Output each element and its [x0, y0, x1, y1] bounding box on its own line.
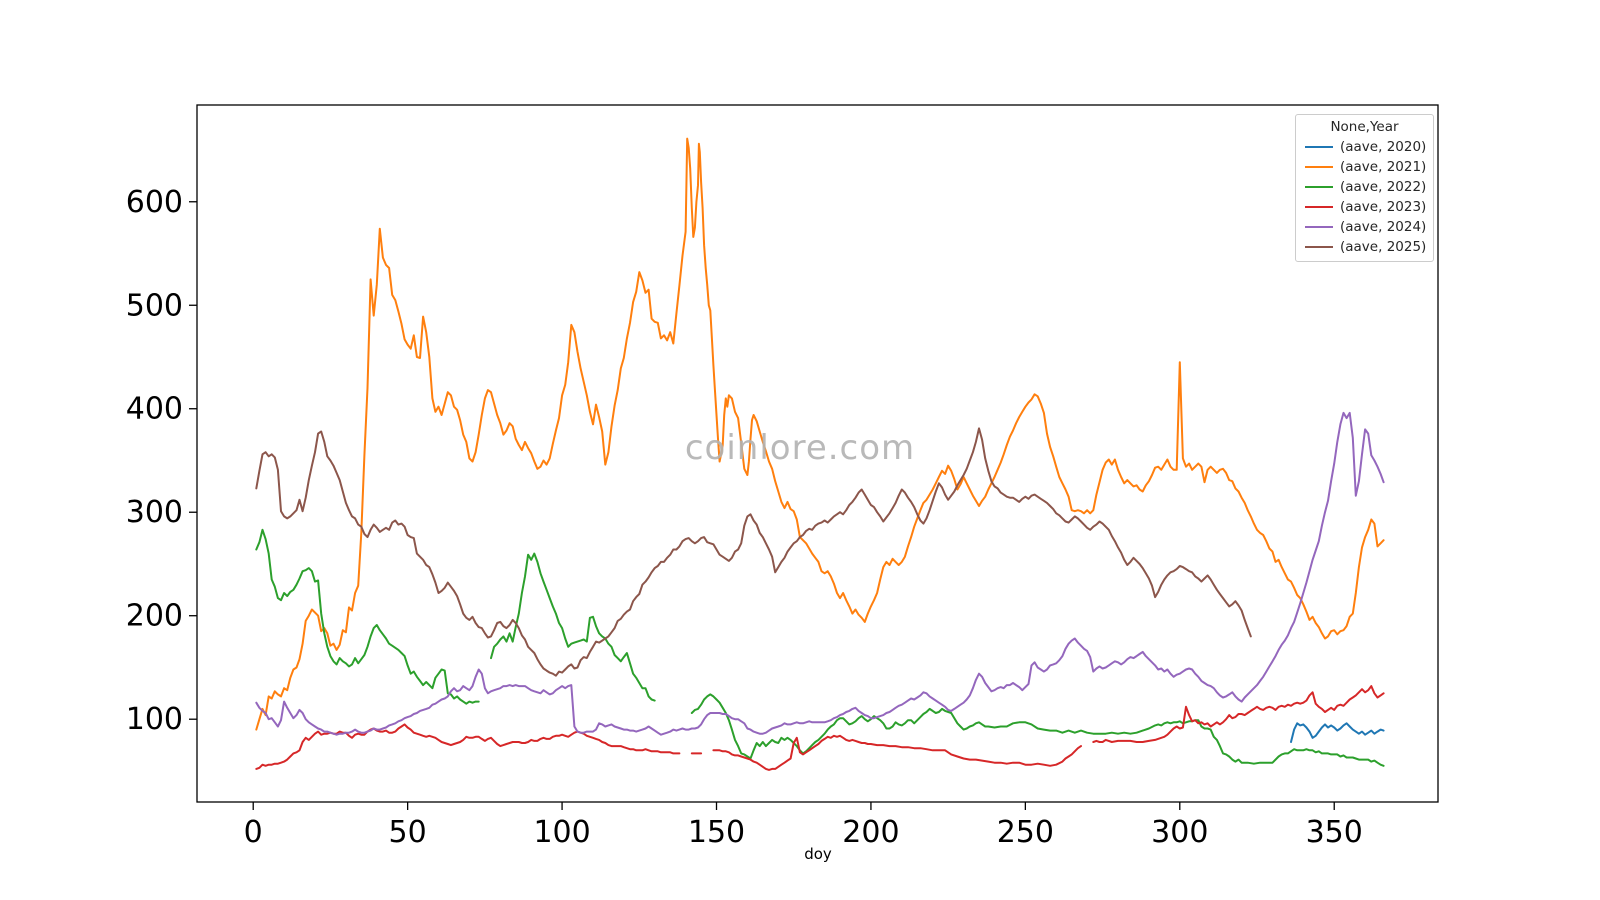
- x-tick-label: 100: [533, 815, 590, 850]
- legend-label-2021: (aave, 2021): [1340, 159, 1427, 175]
- legend-line-swatch-2022: [1305, 186, 1333, 188]
- x-tick-label: 250: [997, 815, 1054, 850]
- x-tick-label: 350: [1306, 815, 1363, 850]
- series-line-2020: [1290, 722, 1385, 743]
- x-tick-label: 300: [1151, 815, 1208, 850]
- watermark: coinlore.com: [684, 428, 916, 468]
- plot-border: [196, 104, 1439, 803]
- legend-line-swatch-2023: [1305, 206, 1333, 208]
- series-line-2024: [255, 411, 1385, 736]
- series-line-2021: [255, 137, 1385, 731]
- legend-label-2025: (aave, 2025): [1340, 239, 1427, 255]
- y-tick-label: 400: [126, 392, 183, 427]
- x-tick-label: 150: [688, 815, 745, 850]
- legend-item-2024: (aave, 2024): [1296, 217, 1433, 237]
- legend-label-2023: (aave, 2023): [1340, 199, 1427, 215]
- series-line-2023: [712, 734, 1082, 771]
- legend-label-2020: (aave, 2020): [1340, 139, 1427, 155]
- series-line-2023: [1092, 685, 1385, 743]
- x-tick-label: 0: [244, 815, 263, 850]
- y-tick-label: 500: [126, 288, 183, 323]
- legend-label-2022: (aave, 2022): [1340, 179, 1427, 195]
- legend-item-2022: (aave, 2022): [1296, 177, 1433, 197]
- legend-item-2021: (aave, 2021): [1296, 157, 1433, 177]
- series-line-2023: [255, 723, 681, 770]
- legend-item-2025: (aave, 2025): [1296, 237, 1433, 257]
- y-tick-label: 100: [126, 702, 183, 737]
- y-tick-label: 600: [126, 185, 183, 220]
- legend-line-swatch-2020: [1305, 146, 1333, 148]
- legend-line-swatch-2021: [1305, 166, 1333, 168]
- legend-item-2023: (aave, 2023): [1296, 197, 1433, 217]
- legend: None,Year (aave, 2020) (aave, 2021) (aave,…: [1295, 114, 1434, 262]
- legend-item-2020: (aave, 2020): [1296, 137, 1433, 157]
- legend-line-swatch-2024: [1305, 226, 1333, 228]
- series-line-2022: [690, 693, 1385, 767]
- legend-title: None,Year: [1330, 119, 1399, 135]
- series-line-2022: [255, 528, 480, 705]
- legend-line-swatch-2025: [1305, 246, 1333, 248]
- y-tick-label: 200: [126, 599, 183, 634]
- legend-label-2024: (aave, 2024): [1340, 219, 1427, 235]
- x-tick-label: 200: [842, 815, 899, 850]
- y-tick-label: 300: [126, 495, 183, 530]
- series-line-2022: [490, 552, 656, 702]
- x-tick-label: 50: [389, 815, 427, 850]
- x-axis-label: doy: [804, 845, 832, 863]
- series-line-2025: [255, 427, 1252, 677]
